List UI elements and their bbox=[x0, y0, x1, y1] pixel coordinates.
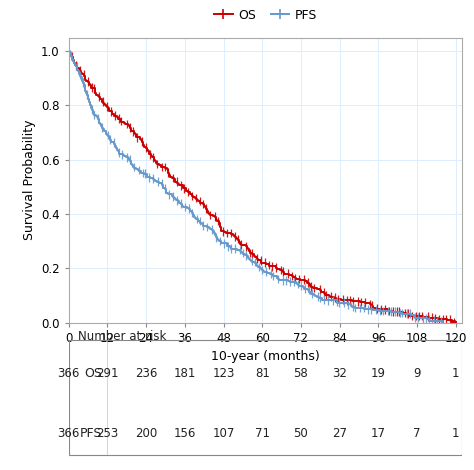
Line: OS: OS bbox=[69, 51, 456, 322]
Text: 58: 58 bbox=[293, 367, 308, 380]
Y-axis label: Survival Probability: Survival Probability bbox=[23, 120, 36, 241]
OS bbox=[453, 320, 458, 325]
Text: 291: 291 bbox=[96, 367, 118, 380]
PFS bbox=[79, 75, 84, 81]
OS bbox=[282, 269, 287, 275]
Text: 236: 236 bbox=[135, 367, 157, 380]
Text: 107: 107 bbox=[212, 427, 235, 439]
Text: PFS: PFS bbox=[80, 427, 102, 439]
OS bbox=[73, 63, 79, 69]
Text: 17: 17 bbox=[371, 427, 386, 439]
PFS bbox=[88, 104, 94, 110]
Text: 32: 32 bbox=[332, 367, 347, 380]
Text: 366: 366 bbox=[57, 367, 80, 380]
PFS bbox=[171, 195, 176, 200]
OS bbox=[127, 125, 133, 130]
Text: 253: 253 bbox=[96, 427, 118, 439]
Text: 123: 123 bbox=[212, 367, 235, 380]
Text: 19: 19 bbox=[371, 367, 386, 380]
OS bbox=[92, 88, 98, 94]
PFS bbox=[238, 249, 244, 254]
OS bbox=[66, 48, 72, 54]
Text: 50: 50 bbox=[293, 427, 308, 439]
PFS bbox=[440, 319, 446, 325]
Bar bbox=[69, 340, 462, 455]
Text: 1: 1 bbox=[452, 367, 459, 380]
Text: 1: 1 bbox=[452, 427, 459, 439]
Text: 366: 366 bbox=[57, 427, 80, 439]
OS bbox=[450, 320, 456, 325]
PFS bbox=[213, 234, 219, 240]
Text: 200: 200 bbox=[135, 427, 157, 439]
Text: Number at risk: Number at risk bbox=[78, 329, 167, 343]
Text: 7: 7 bbox=[413, 427, 421, 439]
Text: 71: 71 bbox=[255, 427, 270, 439]
OS bbox=[77, 69, 83, 74]
PFS bbox=[85, 94, 91, 100]
Legend: OS, PFS: OS, PFS bbox=[209, 4, 322, 27]
Text: 181: 181 bbox=[173, 367, 196, 380]
Text: 156: 156 bbox=[173, 427, 196, 439]
Text: 81: 81 bbox=[255, 367, 270, 380]
PFS bbox=[66, 48, 72, 54]
Line: PFS: PFS bbox=[69, 51, 443, 322]
Text: 27: 27 bbox=[332, 427, 347, 439]
Text: 9: 9 bbox=[413, 367, 421, 380]
Text: OS: OS bbox=[85, 367, 102, 380]
OS bbox=[223, 230, 229, 236]
X-axis label: 10-year (months): 10-year (months) bbox=[211, 350, 320, 363]
